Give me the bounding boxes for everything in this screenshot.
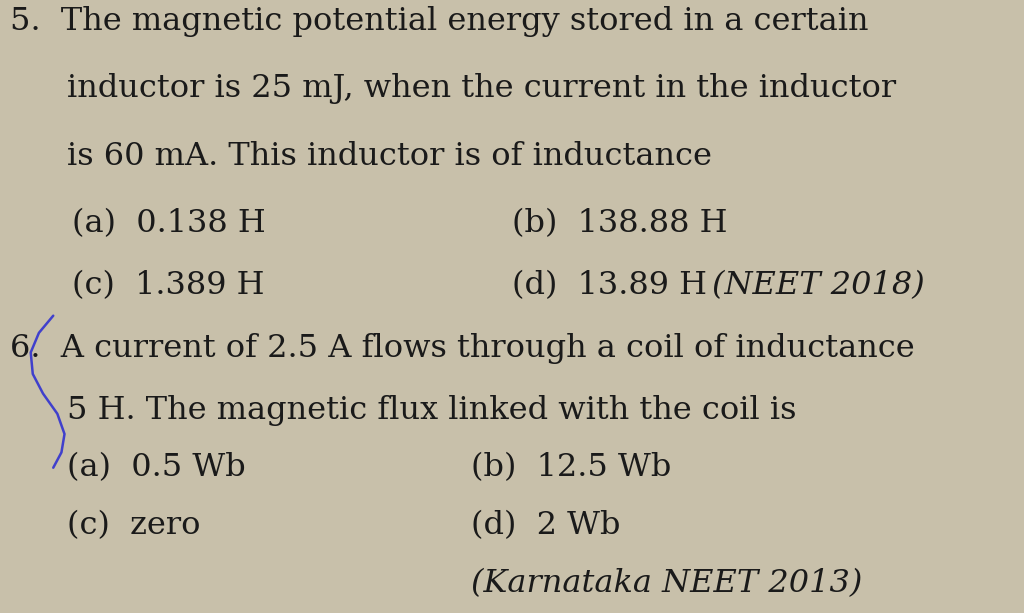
Text: 5 H. The magnetic flux linked with the coil is: 5 H. The magnetic flux linked with the c… <box>67 395 796 426</box>
Text: (b)  138.88 H: (b) 138.88 H <box>512 208 727 238</box>
Text: 6.  A current of 2.5 A flows through a coil of inductance: 6. A current of 2.5 A flows through a co… <box>10 333 915 364</box>
Text: is 60 mA. This inductor is of inductance: is 60 mA. This inductor is of inductance <box>67 141 712 172</box>
Text: inductor is 25 mJ, when the current in the inductor: inductor is 25 mJ, when the current in t… <box>67 74 896 104</box>
Text: 5.  The magnetic potential energy stored in a certain: 5. The magnetic potential energy stored … <box>10 6 868 37</box>
Text: (c)  zero: (c) zero <box>67 510 200 541</box>
Text: (NEET 2018): (NEET 2018) <box>712 270 925 300</box>
Text: (d)  2 Wb: (d) 2 Wb <box>471 510 621 541</box>
Text: (a)  0.5 Wb: (a) 0.5 Wb <box>67 452 246 483</box>
Text: (d)  13.89 H: (d) 13.89 H <box>512 270 727 300</box>
Text: (Karnataka NEET 2013): (Karnataka NEET 2013) <box>471 568 862 599</box>
Text: (a)  0.138 H: (a) 0.138 H <box>72 208 265 238</box>
Text: (b)  12.5 Wb: (b) 12.5 Wb <box>471 452 672 483</box>
Text: (c)  1.389 H: (c) 1.389 H <box>72 270 264 300</box>
